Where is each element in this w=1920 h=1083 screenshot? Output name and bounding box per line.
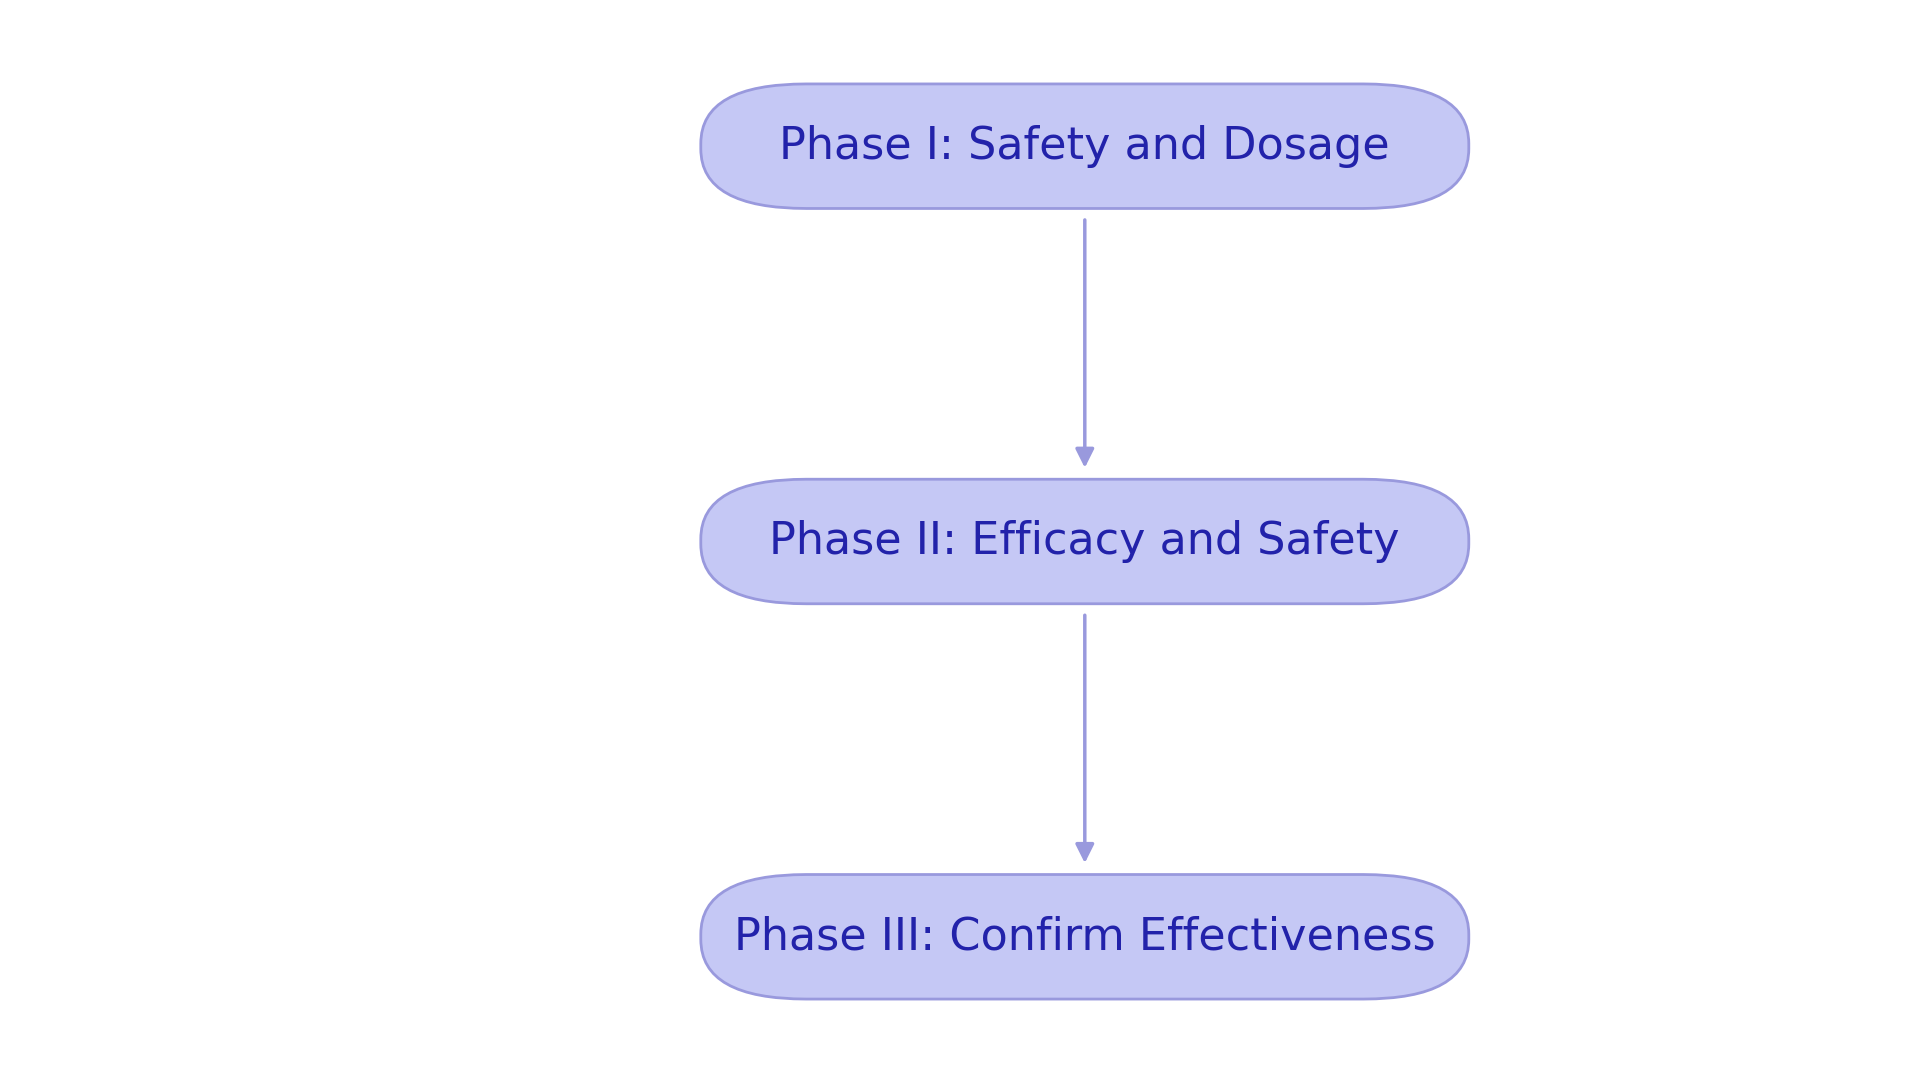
Text: Phase III: Confirm Effectiveness: Phase III: Confirm Effectiveness: [733, 915, 1436, 958]
FancyBboxPatch shape: [701, 875, 1469, 999]
FancyBboxPatch shape: [701, 479, 1469, 604]
Text: Phase I: Safety and Dosage: Phase I: Safety and Dosage: [780, 125, 1390, 168]
Text: Phase II: Efficacy and Safety: Phase II: Efficacy and Safety: [770, 520, 1400, 563]
FancyBboxPatch shape: [701, 84, 1469, 208]
